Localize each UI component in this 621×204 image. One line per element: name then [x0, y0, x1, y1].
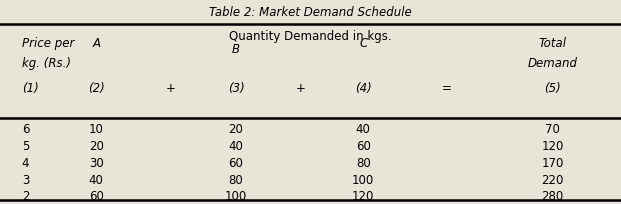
Text: Table 2: Market Demand Schedule: Table 2: Market Demand Schedule [209, 6, 412, 19]
Text: Price per: Price per [22, 37, 74, 50]
Text: 5: 5 [22, 140, 29, 153]
Text: =: = [442, 82, 452, 95]
Text: 40: 40 [89, 174, 104, 187]
Text: 60: 60 [229, 157, 243, 170]
Text: 40: 40 [356, 123, 371, 136]
Text: B: B [232, 43, 240, 56]
Text: +: + [296, 82, 306, 95]
Text: 120: 120 [542, 140, 564, 153]
Text: 60: 60 [89, 190, 104, 203]
Text: 20: 20 [229, 123, 243, 136]
Text: C: C [359, 37, 368, 50]
Text: Demand: Demand [528, 57, 578, 70]
Text: (4): (4) [355, 82, 371, 95]
Text: 70: 70 [545, 123, 560, 136]
Text: (3): (3) [228, 82, 244, 95]
Text: 220: 220 [542, 174, 564, 187]
Text: 280: 280 [542, 190, 564, 203]
Text: (1): (1) [22, 82, 39, 95]
Text: (5): (5) [545, 82, 561, 95]
Text: 2: 2 [22, 190, 29, 203]
Text: kg. (Rs.): kg. (Rs.) [22, 57, 71, 70]
Text: 30: 30 [89, 157, 104, 170]
Text: 20: 20 [89, 140, 104, 153]
Text: 3: 3 [22, 174, 29, 187]
Text: 80: 80 [356, 157, 371, 170]
Text: 60: 60 [356, 140, 371, 153]
Text: 4: 4 [22, 157, 29, 170]
Text: 120: 120 [352, 190, 374, 203]
Text: 170: 170 [542, 157, 564, 170]
Text: 100: 100 [352, 174, 374, 187]
Text: +: + [166, 82, 176, 95]
Text: 10: 10 [89, 123, 104, 136]
Text: Quantity Demanded in kgs.: Quantity Demanded in kgs. [229, 30, 392, 43]
Text: 6: 6 [22, 123, 29, 136]
Text: 40: 40 [229, 140, 243, 153]
Text: 100: 100 [225, 190, 247, 203]
Text: Total: Total [538, 37, 567, 50]
Text: 80: 80 [229, 174, 243, 187]
Text: (2): (2) [88, 82, 104, 95]
Text: A: A [93, 37, 100, 50]
